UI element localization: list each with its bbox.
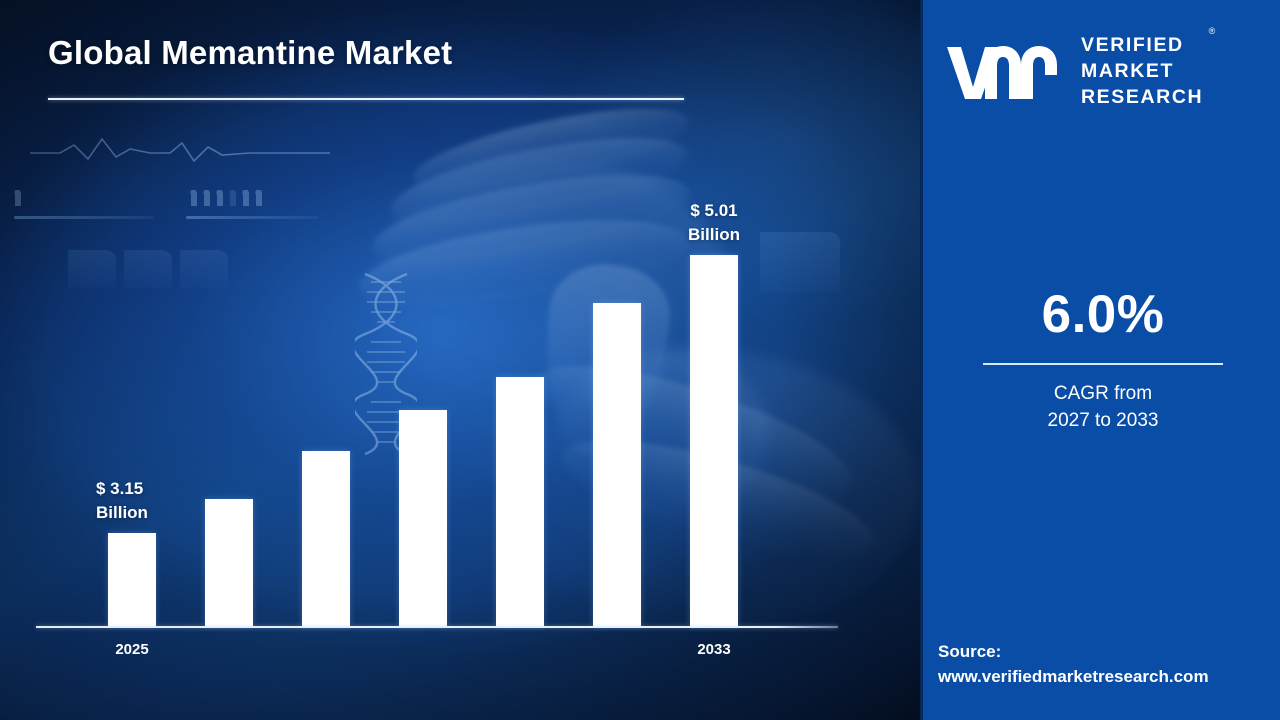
chart-panel: Global Memantine Market 2025 2033 $ 3.15 B…	[0, 0, 920, 720]
chart-bar	[496, 377, 544, 626]
bar-chart: 2025 2033 $ 3.15 Billion $ 5.01 Billion	[36, 120, 846, 676]
cagr-block: 6.0% CAGR from 2027 to 2033	[923, 288, 1280, 435]
brand-wordmark: VERIFIED MARKET RESEARCH ®	[1081, 26, 1215, 111]
brand-line-1: VERIFIED	[1081, 34, 1184, 57]
x-axis-tick-label: 2025	[115, 641, 149, 658]
chart-bar	[399, 410, 447, 626]
title-block: Global Memantine Market	[48, 34, 748, 100]
registered-trademark-icon: ®	[1208, 26, 1216, 37]
vmr-monogram-icon	[947, 46, 1057, 99]
cagr-caption: CAGR from 2027 to 2033	[1047, 383, 1159, 431]
x-axis-tick-label: 2033	[697, 641, 731, 658]
title-divider	[48, 98, 684, 100]
cagr-value: 6.0%	[1041, 285, 1165, 344]
cagr-divider	[983, 363, 1223, 365]
source-label: Source:	[938, 642, 1002, 661]
hud-person-group	[14, 190, 21, 210]
chart-plot-area	[36, 130, 846, 626]
chart-bar	[593, 303, 641, 626]
source-url[interactable]: www.verifiedmarketresearch.com	[938, 666, 1209, 686]
page-title: Global Memantine Market	[48, 34, 453, 71]
x-axis-line	[36, 626, 838, 628]
chart-bar	[302, 451, 350, 626]
chart-bar	[205, 499, 253, 626]
brand-panel: VERIFIED MARKET RESEARCH ® 6.0% CAGR fro…	[920, 0, 1280, 720]
chart-bar	[690, 255, 738, 626]
bar-value-label: $ 5.01 Billion	[688, 200, 740, 244]
brand-line-3: RESEARCH	[1081, 85, 1204, 108]
source-block: Source: www.verifiedmarketresearch.com	[938, 640, 1268, 689]
brand-logo[interactable]: VERIFIED MARKET RESEARCH ®	[945, 26, 1265, 118]
bar-value-label: $ 3.15 Billion	[96, 478, 148, 522]
chart-bar	[108, 533, 156, 626]
brand-line-2: MARKET	[1081, 60, 1175, 83]
